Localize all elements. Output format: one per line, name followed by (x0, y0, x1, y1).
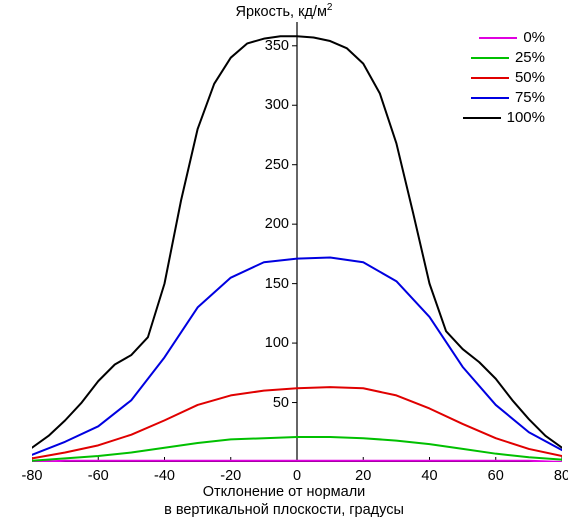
legend-label: 50% (515, 68, 545, 88)
x-tick-label: 0 (293, 468, 301, 484)
legend: 0%25%50%75%100% (463, 28, 545, 128)
legend-item: 25% (463, 48, 545, 68)
x-axis-title-line1: Отклонение от нормали (203, 484, 366, 500)
legend-swatch (471, 77, 509, 79)
y-axis-title-text: Яркость, кд/м (236, 4, 327, 20)
x-tick-label: 20 (355, 468, 371, 484)
legend-label: 100% (507, 108, 545, 128)
x-axis-title: Отклонение от нормали в вертикальной пло… (164, 483, 404, 519)
legend-item: 0% (463, 28, 545, 48)
legend-swatch (471, 57, 509, 59)
brightness-vs-angle-chart: Яркость, кд/м2 Отклонение от нормали в в… (0, 0, 568, 521)
y-tick-label: 200 (265, 216, 289, 232)
x-tick-label: 40 (421, 468, 437, 484)
y-tick-label: 150 (265, 276, 289, 292)
x-tick-label: 80 (554, 468, 568, 484)
legend-item: 75% (463, 88, 545, 108)
x-tick-label: -20 (220, 468, 241, 484)
x-tick-label: -40 (154, 468, 175, 484)
legend-label: 75% (515, 88, 545, 108)
y-tick-label: 250 (265, 157, 289, 173)
x-tick-label: -60 (88, 468, 109, 484)
y-axis-title-sup: 2 (327, 2, 333, 13)
legend-label: 0% (523, 28, 545, 48)
x-axis-title-line2: в вертикальной плоскости, градусы (164, 502, 404, 518)
legend-item: 100% (463, 108, 545, 128)
y-tick-label: 50 (273, 395, 289, 411)
y-tick-label: 300 (265, 97, 289, 113)
legend-item: 50% (463, 68, 545, 88)
legend-swatch (471, 97, 509, 99)
legend-label: 25% (515, 48, 545, 68)
y-tick-label: 100 (265, 335, 289, 351)
y-tick-label: 350 (265, 38, 289, 54)
x-tick-label: 60 (488, 468, 504, 484)
legend-swatch (463, 117, 501, 119)
x-tick-label: -80 (22, 468, 43, 484)
y-axis-title: Яркость, кд/м2 (236, 2, 333, 20)
legend-swatch (479, 37, 517, 39)
